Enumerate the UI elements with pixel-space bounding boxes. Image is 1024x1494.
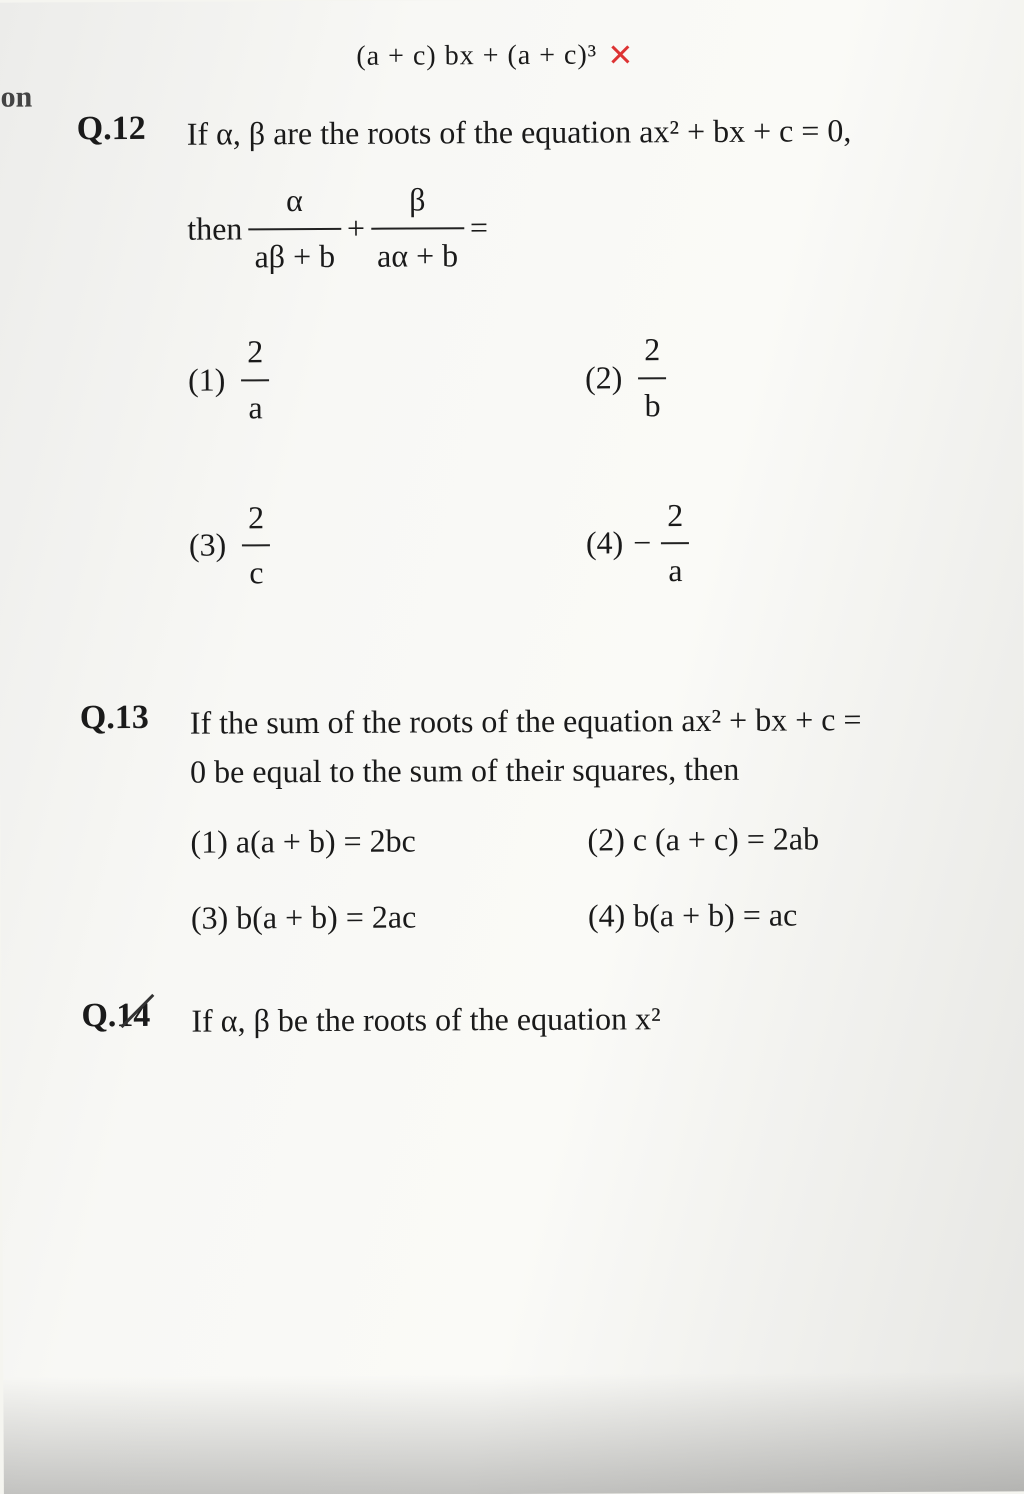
q12-frac2: β aα + b bbox=[371, 175, 465, 281]
q12-opt3-frac: 2 c bbox=[242, 493, 271, 598]
exam-page: (a + c) bx + (a + c)³ on Q.12 If α, β ar… bbox=[0, 0, 1024, 1494]
bottom-shadow bbox=[3, 1371, 1024, 1494]
q12-opt1: (1) 2 a bbox=[188, 326, 586, 433]
q12-opt4-frac: 2 a bbox=[661, 491, 690, 596]
q12-expression: then α aβ + b + β aα + b = bbox=[187, 173, 982, 282]
q12-number: Q.12 bbox=[77, 109, 187, 148]
q14-number: Q.14 bbox=[81, 997, 191, 1036]
q12-opt2-num: 2 bbox=[638, 326, 666, 380]
q13-opt2: (2) c (a + c) = 2ab bbox=[587, 813, 984, 865]
question-12: Q.12 If α, β are the roots of the equati… bbox=[77, 105, 984, 659]
q13-options: (1) a(a + b) = 2bc (2) c (a + c) = 2ab (… bbox=[190, 813, 985, 968]
q12-frac1-den: aβ + b bbox=[248, 230, 341, 282]
top-fragment-text: (a + c) bx + (a + c)³ bbox=[356, 40, 597, 72]
cross-mark-icon bbox=[609, 41, 631, 73]
q12-body: If α, β are the roots of the equation ax… bbox=[187, 105, 984, 658]
q12-opt4-label: (4) bbox=[586, 519, 624, 569]
q12-frac2-num: β bbox=[371, 175, 464, 229]
question-13: Q.13 If the sum of the roots of the equa… bbox=[80, 694, 985, 969]
q14-line1: If α, β be the roots of the equation x² bbox=[191, 993, 985, 1047]
q12-opt2-label: (2) bbox=[585, 354, 623, 404]
edge-label-on: on bbox=[1, 81, 33, 115]
q12-line1: If α, β are the roots of the equation ax… bbox=[187, 105, 981, 159]
top-fragment: (a + c) bx + (a + c)³ bbox=[356, 38, 980, 75]
q12-opt1-den: a bbox=[241, 381, 269, 433]
q12-frac1: α aβ + b bbox=[248, 176, 341, 282]
q12-opt4-den: a bbox=[661, 544, 689, 596]
q12-opt3-label: (3) bbox=[189, 521, 227, 571]
q12-options: (1) 2 a (2) 2 b (3) 2 bbox=[188, 324, 984, 659]
q13-line2: 0 be equal to the sum of their squares, … bbox=[190, 744, 984, 798]
q12-plus: + bbox=[347, 204, 365, 254]
question-14: Q.14 If α, β be the roots of the equatio… bbox=[81, 993, 985, 1047]
q12-frac1-num: α bbox=[248, 176, 341, 230]
q13-opt1: (1) a(a + b) = 2bc bbox=[190, 816, 587, 868]
q12-opt3: (3) 2 c bbox=[189, 491, 587, 598]
q12-frac2-den: aα + b bbox=[371, 229, 464, 281]
q12-opt4-num: 2 bbox=[661, 491, 689, 545]
q14-body: If α, β be the roots of the equation x² bbox=[191, 993, 985, 1047]
q12-equals: = bbox=[470, 203, 488, 253]
q13-opt4: (4) b(a + b) = ac bbox=[588, 889, 985, 941]
q12-opt1-label: (1) bbox=[188, 356, 226, 406]
q12-then: then bbox=[187, 204, 242, 254]
q12-opt3-den: c bbox=[242, 546, 270, 598]
q12-opt1-frac: 2 a bbox=[241, 328, 270, 433]
q13-line1: If the sum of the roots of the equation … bbox=[190, 694, 984, 748]
q12-opt4: (4) − 2 a bbox=[586, 489, 984, 596]
q14-number-text: Q.14 bbox=[81, 997, 150, 1034]
q12-opt2: (2) 2 b bbox=[585, 324, 983, 431]
q12-opt1-num: 2 bbox=[241, 328, 269, 382]
q13-body: If the sum of the roots of the equation … bbox=[190, 694, 985, 969]
q13-opt3: (3) b(a + b) = 2ac bbox=[191, 891, 588, 943]
q13-number: Q.13 bbox=[80, 698, 190, 737]
q12-opt4-minus: − bbox=[633, 519, 651, 569]
q12-opt2-den: b bbox=[638, 379, 666, 431]
q12-opt3-num: 2 bbox=[242, 493, 270, 547]
q12-opt2-frac: 2 b bbox=[638, 326, 667, 431]
